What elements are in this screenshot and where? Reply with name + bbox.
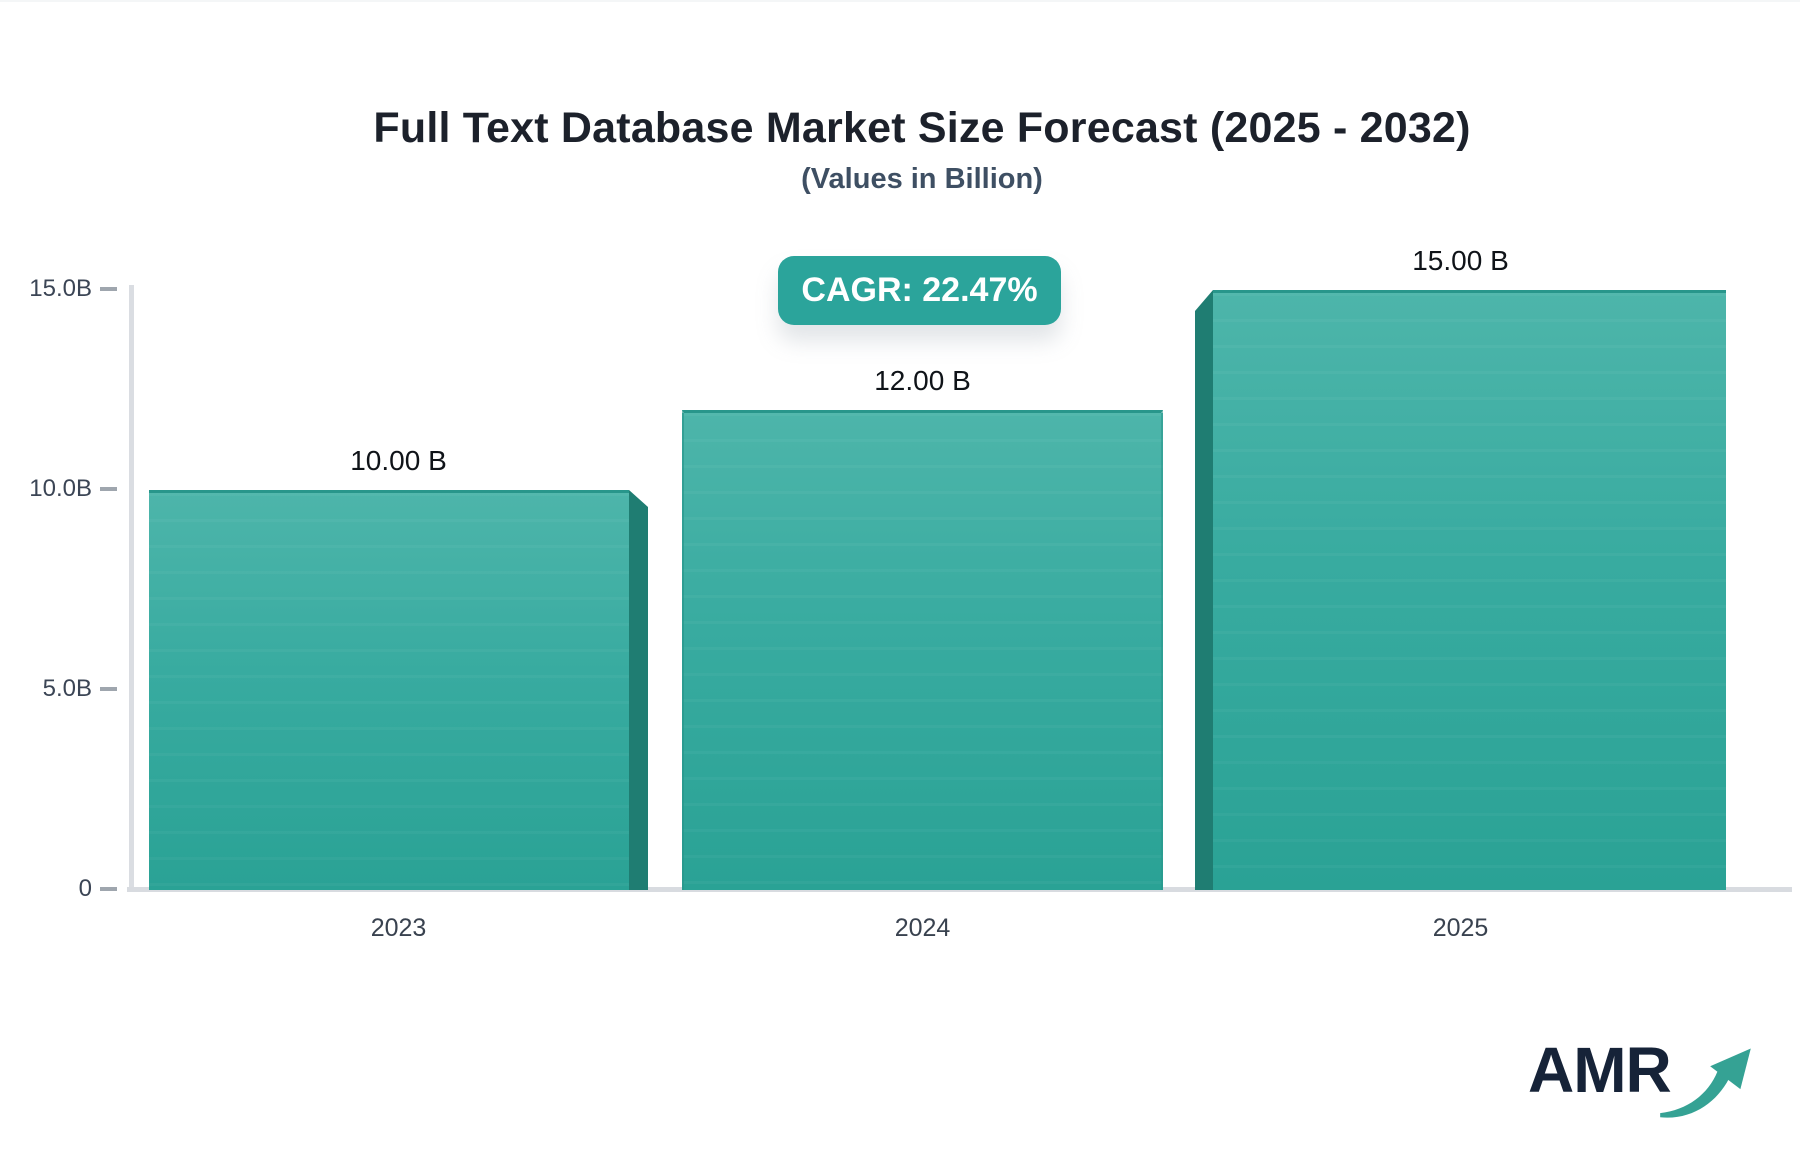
y-axis-tick — [100, 887, 117, 891]
bar-value-label: 10.00 B — [350, 445, 447, 476]
cagr-badge: CAGR: 22.47% — [778, 256, 1061, 325]
y-axis-tick — [100, 687, 117, 691]
amr-logo-text: AMR — [1528, 1034, 1672, 1106]
amr-logo: AMR — [1528, 1030, 1778, 1130]
x-axis-label-2023: 2023 — [370, 914, 427, 942]
bar-2024 — [682, 410, 1163, 890]
bar-2025 — [1213, 290, 1726, 890]
bar-value-label: 12.00 B — [874, 365, 971, 396]
y-axis-line — [129, 285, 134, 889]
y-axis-label: 15.0B — [29, 275, 92, 302]
y-axis-tick — [100, 287, 117, 291]
x-axis-label-2025: 2025 — [1432, 914, 1489, 942]
y-axis-label: 5.0B — [42, 675, 92, 702]
cagr-badge-label: CAGR: 22.47% — [801, 271, 1038, 309]
x-axis-label-2024: 2024 — [894, 914, 951, 942]
bar-2023 — [149, 490, 629, 890]
y-axis-label: 10.0B — [29, 475, 92, 502]
bar-3d-side-2025 — [1195, 290, 1213, 890]
y-axis-tick — [100, 487, 117, 491]
y-axis-label: 0 — [78, 875, 92, 902]
bar-3d-side-2023 — [629, 490, 648, 890]
bar-value-label: 15.00 B — [1412, 245, 1509, 276]
growth-arrow-icon — [1660, 1048, 1751, 1118]
chart-title: Full Text Database Market Size Forecast … — [373, 104, 1471, 152]
chart-subtitle: (Values in Billion) — [801, 163, 1043, 195]
